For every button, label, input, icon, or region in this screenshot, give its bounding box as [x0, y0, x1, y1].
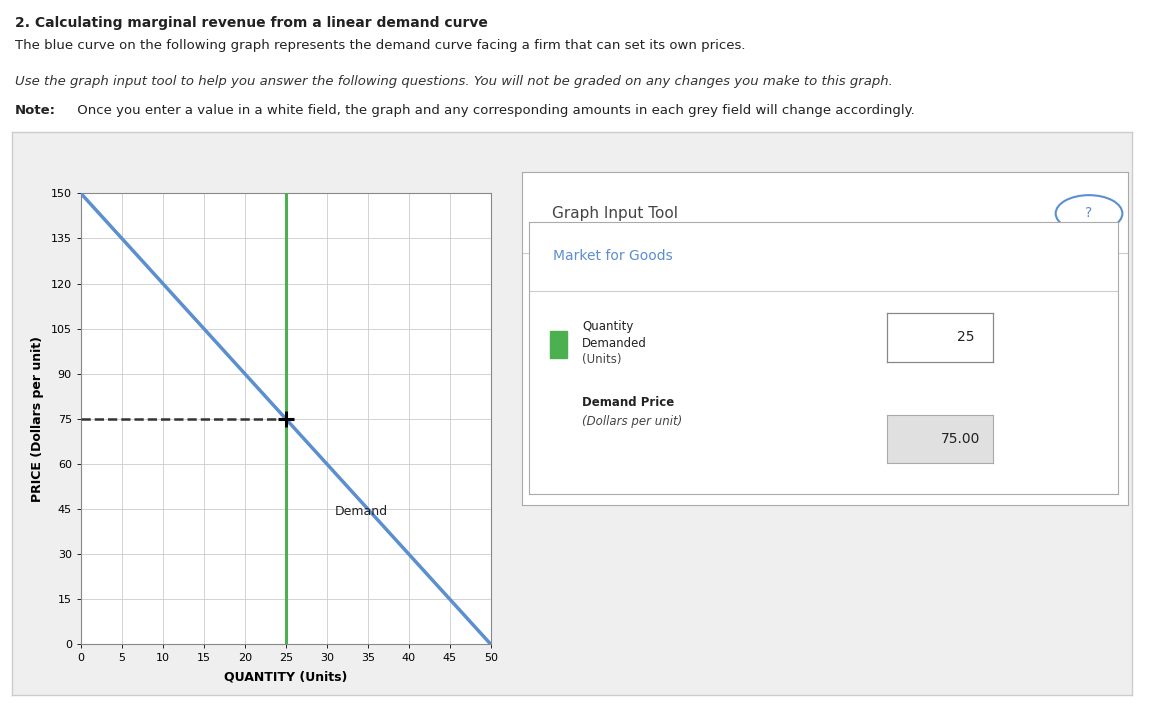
- Text: Once you enter a value in a white field, the graph and any corresponding amounts: Once you enter a value in a white field,…: [73, 104, 915, 117]
- Text: Graph Input Tool: Graph Input Tool: [552, 206, 678, 221]
- Text: Demanded: Demanded: [582, 337, 647, 349]
- Text: Demand: Demand: [335, 505, 388, 518]
- Bar: [550, 331, 567, 358]
- Text: Note:: Note:: [15, 104, 55, 117]
- Text: ?: ?: [1086, 206, 1093, 221]
- Text: Market for Goods: Market for Goods: [552, 249, 672, 263]
- X-axis label: QUANTITY (Units): QUANTITY (Units): [224, 670, 348, 683]
- Text: (Units): (Units): [582, 353, 621, 366]
- Text: Quantity: Quantity: [582, 320, 633, 333]
- Text: 2. Calculating marginal revenue from a linear demand curve: 2. Calculating marginal revenue from a l…: [15, 16, 487, 30]
- Text: The blue curve on the following graph represents the demand curve facing a firm : The blue curve on the following graph re…: [15, 39, 745, 52]
- Text: (Dollars per unit): (Dollars per unit): [582, 415, 683, 428]
- Text: 25: 25: [956, 330, 974, 344]
- Y-axis label: PRICE (Dollars per unit): PRICE (Dollars per unit): [31, 336, 44, 502]
- Text: 75.00: 75.00: [941, 432, 981, 446]
- Text: Demand Price: Demand Price: [582, 397, 675, 410]
- Text: Use the graph input tool to help you answer the following questions. You will no: Use the graph input tool to help you ans…: [15, 75, 893, 88]
